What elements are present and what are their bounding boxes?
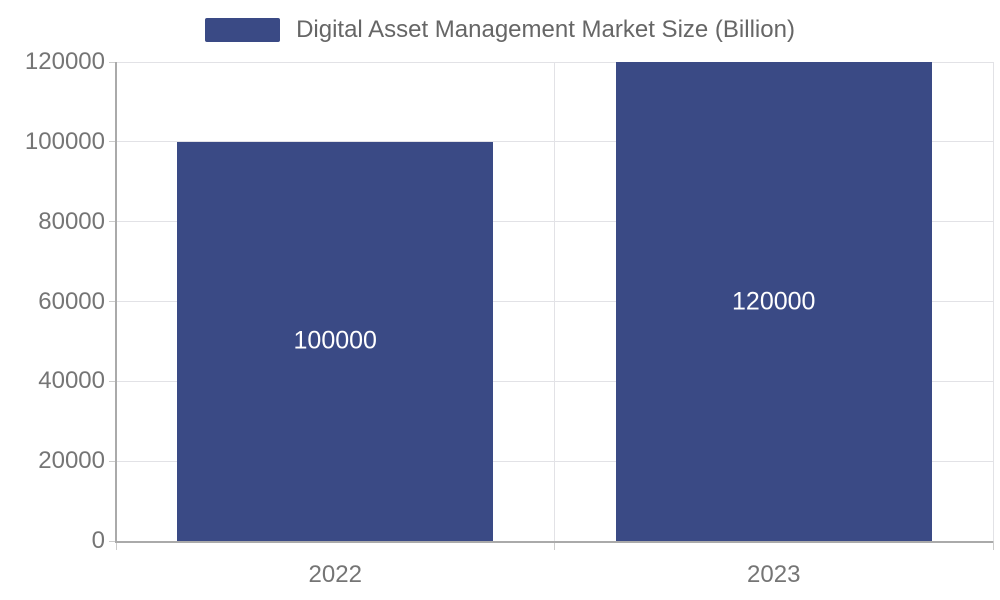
legend-item[interactable]: Digital Asset Management Market Size (Bi… xyxy=(0,17,1000,43)
x-axis-tick xyxy=(115,541,117,550)
y-axis-tick xyxy=(109,540,116,542)
y-axis-tick-label: 60000 xyxy=(38,287,105,315)
y-axis-tick-label: 20000 xyxy=(38,447,105,475)
y-axis-tick xyxy=(109,460,116,462)
y-axis-tick xyxy=(109,221,116,223)
legend-label: Digital Asset Management Market Size (Bi… xyxy=(296,16,795,43)
y-axis-tick xyxy=(109,380,116,382)
y-axis-tick-label: 80000 xyxy=(38,207,105,235)
y-axis-tick-label: 40000 xyxy=(38,367,105,395)
x-axis-tick-label: 2022 xyxy=(308,561,362,588)
y-axis-tick-label: 120000 xyxy=(24,48,105,75)
bar-2023[interactable] xyxy=(615,62,932,541)
y-axis-tick xyxy=(109,301,116,302)
gridline-vertical xyxy=(554,62,555,541)
y-axis-line xyxy=(115,62,117,541)
x-axis-tick xyxy=(554,541,555,550)
y-axis-tick xyxy=(109,141,116,143)
gridline-vertical xyxy=(992,62,994,541)
x-axis-line xyxy=(115,541,993,543)
x-axis-tick xyxy=(992,541,994,550)
bar-value-label: 120000 xyxy=(732,287,816,315)
y-axis-tick xyxy=(109,61,116,63)
legend-swatch xyxy=(205,18,281,42)
bar-value-label: 100000 xyxy=(293,326,377,355)
bar-2022[interactable] xyxy=(177,141,494,541)
y-axis-tick-label: 100000 xyxy=(24,127,105,155)
y-axis-tick-label: 0 xyxy=(91,527,105,554)
x-axis-tick-label: 2023 xyxy=(747,561,801,588)
